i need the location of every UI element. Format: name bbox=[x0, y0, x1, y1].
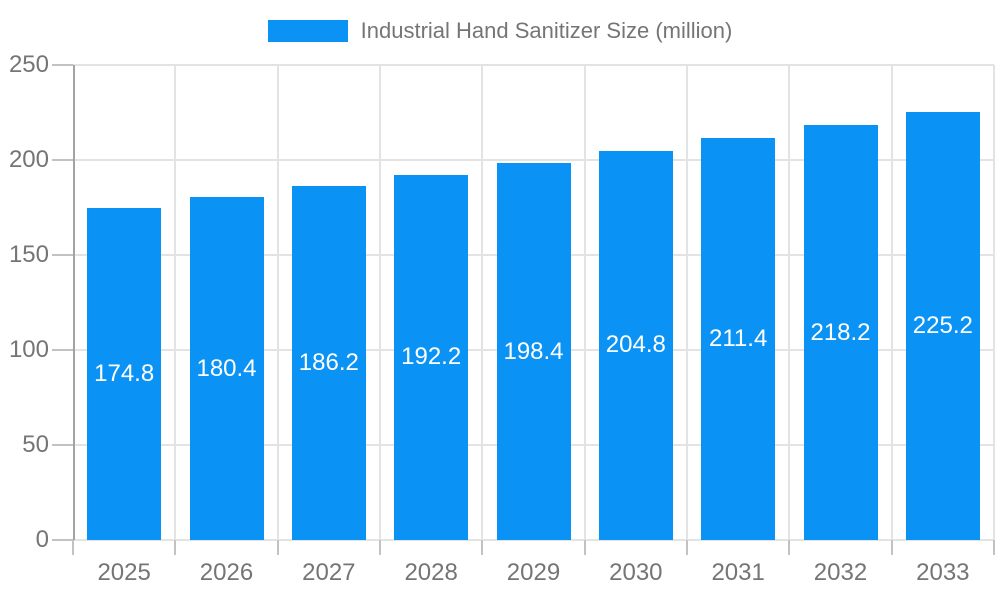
bar bbox=[189, 197, 264, 540]
bar bbox=[905, 112, 980, 540]
x-axis-tick bbox=[72, 540, 74, 555]
plot-area: 174.8 180.4 186.2 192.2 198.4 204.8 211.4 218.2… bbox=[73, 64, 995, 541]
x-gridline bbox=[686, 65, 688, 540]
x-axis-tick bbox=[686, 540, 688, 555]
x-axis-label: 2029 bbox=[506, 559, 561, 586]
y-axis-label: 150 bbox=[8, 241, 49, 268]
x-gridline bbox=[379, 65, 381, 540]
x-axis-label: 2025 bbox=[97, 559, 151, 586]
x-axis-tick bbox=[174, 540, 177, 555]
y-axis-tick bbox=[52, 349, 73, 351]
x-axis-label: 2031 bbox=[711, 559, 765, 586]
x-gridline bbox=[993, 65, 995, 540]
legend-swatch[interactable] bbox=[267, 20, 348, 42]
bar bbox=[701, 138, 776, 540]
bar bbox=[394, 174, 469, 540]
x-axis-label: 2032 bbox=[813, 559, 868, 586]
x-axis-tick bbox=[379, 540, 381, 555]
y-gridline bbox=[73, 64, 994, 66]
y-axis-tick bbox=[52, 539, 73, 541]
bar-value-label: 211.4 bbox=[709, 325, 768, 353]
y-axis-tick bbox=[52, 254, 73, 256]
bar-value-label: 225.2 bbox=[912, 312, 973, 340]
y-axis-tick bbox=[52, 64, 73, 66]
bar bbox=[291, 186, 366, 540]
chart-legend[interactable]: Industrial Hand Sanitizer Size (million) bbox=[0, 14, 1000, 48]
y-gridline bbox=[73, 539, 994, 541]
bar bbox=[496, 163, 571, 540]
y-axis-label: 250 bbox=[8, 51, 49, 78]
x-gridline bbox=[174, 65, 177, 540]
x-axis-label: 2033 bbox=[916, 559, 970, 586]
x-axis-tick bbox=[583, 540, 586, 555]
x-gridline bbox=[276, 65, 279, 540]
y-axis-tick bbox=[52, 444, 73, 446]
bar bbox=[598, 150, 673, 540]
x-axis-tick bbox=[276, 540, 279, 555]
x-axis-tick bbox=[993, 540, 995, 555]
bar bbox=[803, 125, 878, 540]
bar-value-label: 192.2 bbox=[401, 343, 462, 371]
bar-value-label: 204.8 bbox=[605, 331, 666, 359]
bar-value-label: 218.2 bbox=[810, 318, 871, 346]
bar-value-label: 198.4 bbox=[503, 337, 564, 365]
bar-value-label: 174.8 bbox=[94, 359, 155, 387]
legend-label[interactable]: Industrial Hand Sanitizer Size (million) bbox=[360, 18, 733, 43]
y-axis-label: 100 bbox=[8, 336, 49, 363]
x-axis-label: 2027 bbox=[302, 559, 356, 586]
y-axis-label: 200 bbox=[8, 146, 49, 173]
y-axis-tick bbox=[52, 159, 73, 161]
x-gridline bbox=[890, 65, 893, 540]
x-axis-tick bbox=[481, 540, 484, 555]
y-axis-label: 0 bbox=[35, 526, 49, 553]
x-axis-tick bbox=[890, 540, 893, 555]
bar bbox=[87, 207, 162, 540]
x-gridline bbox=[788, 65, 791, 540]
x-gridline bbox=[583, 65, 586, 540]
bar-value-label: 180.4 bbox=[196, 354, 257, 382]
y-gridline bbox=[73, 159, 994, 161]
x-axis-tick bbox=[788, 540, 791, 555]
y-axis-line bbox=[73, 65, 75, 540]
x-gridline bbox=[481, 65, 484, 540]
x-axis-label: 2026 bbox=[199, 559, 254, 586]
y-axis-label: 50 bbox=[22, 431, 49, 458]
bar-value-label: 186.2 bbox=[298, 349, 359, 377]
x-axis-label: 2030 bbox=[609, 559, 663, 586]
x-axis-label: 2028 bbox=[404, 559, 458, 586]
